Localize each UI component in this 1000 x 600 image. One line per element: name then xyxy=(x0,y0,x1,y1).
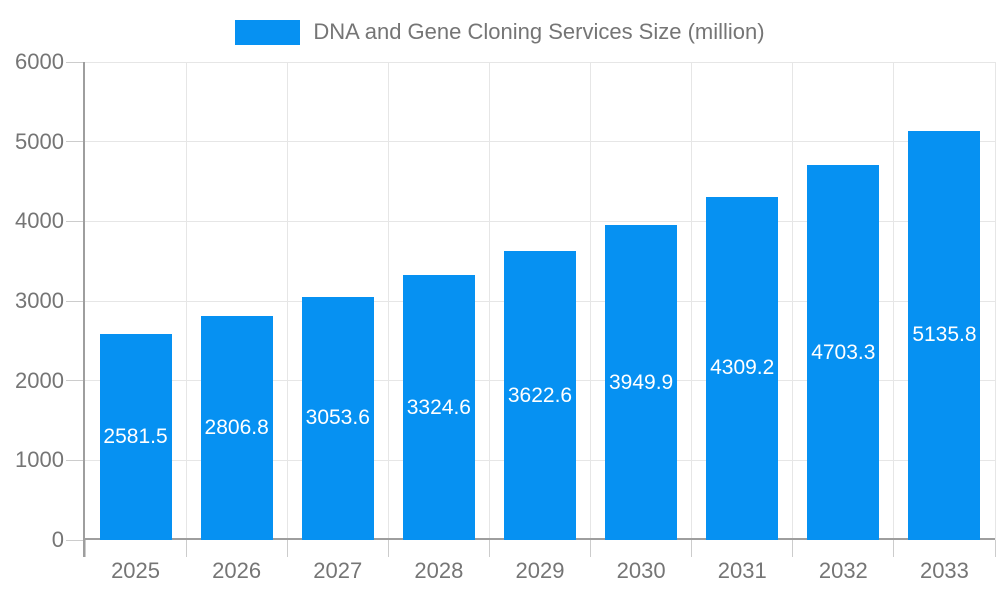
x-axis-label: 2026 xyxy=(212,558,262,583)
x-axis-tick xyxy=(84,540,86,557)
bar-value-label: 3324.6 xyxy=(406,395,471,419)
bar-2025[interactable]: 2581.5 xyxy=(99,334,172,540)
bar-2030[interactable]: 3949.9 xyxy=(605,225,678,540)
gridline-vertical xyxy=(286,62,288,540)
bar-value-label: 4703.3 xyxy=(811,340,876,364)
x-axis-label: 2033 xyxy=(919,558,969,583)
x-axis-tick xyxy=(994,540,996,557)
gridline-vertical xyxy=(185,62,187,540)
y-axis-tick xyxy=(66,539,85,541)
bar-value-label: 5135.8 xyxy=(912,323,977,347)
bar-value-label: 4309.2 xyxy=(710,356,775,380)
x-axis-label: 2032 xyxy=(818,558,868,583)
x-axis-label: 2027 xyxy=(313,558,363,583)
y-axis-tick-label: 6000 xyxy=(15,49,64,74)
gridline-vertical xyxy=(792,62,794,540)
gridline-vertical xyxy=(994,62,996,540)
y-axis-tick-label: 3000 xyxy=(15,288,64,313)
y-axis-tick xyxy=(66,380,85,382)
y-axis-tick xyxy=(66,141,85,143)
y-axis-tick xyxy=(66,300,85,302)
bar-value-label: 3622.6 xyxy=(507,383,573,407)
x-axis-tick xyxy=(590,540,592,557)
y-axis-tick-label: 5000 xyxy=(15,128,64,154)
bar-2026[interactable]: 2806.8 xyxy=(200,316,273,540)
legend-label: DNA and Gene Cloning Services Size (mill… xyxy=(313,19,765,44)
gridline-horizontal xyxy=(85,141,995,143)
gridline-horizontal xyxy=(85,61,995,63)
gridline-horizontal xyxy=(85,220,995,222)
x-axis-tick xyxy=(691,540,693,557)
gridline-vertical xyxy=(691,62,693,540)
x-axis-label: 2029 xyxy=(515,558,565,583)
x-axis-label: 2030 xyxy=(616,558,666,583)
bar-value-label: 2581.5 xyxy=(103,425,168,449)
y-axis-tick xyxy=(66,220,85,222)
x-axis-label: 2025 xyxy=(111,558,161,583)
bar-2029[interactable]: 3622.6 xyxy=(504,251,576,540)
x-axis-tick xyxy=(488,540,490,557)
x-axis-label: 2028 xyxy=(414,558,464,583)
y-axis-tick-label: 2000 xyxy=(15,367,64,393)
x-axis-label: 2031 xyxy=(717,558,767,583)
x-axis-tick xyxy=(792,540,794,557)
y-axis-line xyxy=(83,62,85,557)
bar-value-label: 3949.9 xyxy=(608,370,674,394)
x-axis-tick xyxy=(286,540,288,557)
gridline-vertical xyxy=(387,62,389,540)
y-axis-tick-label: 1000 xyxy=(15,447,64,473)
bar-2032[interactable]: 4703.3 xyxy=(807,165,880,540)
x-axis-tick xyxy=(387,540,389,557)
y-axis-tick xyxy=(66,459,85,461)
bar-value-label: 2806.8 xyxy=(204,416,269,440)
bar-value-label: 3053.6 xyxy=(305,406,370,430)
gridline-vertical xyxy=(488,62,490,540)
bar-2031[interactable]: 4309.2 xyxy=(706,196,779,540)
x-axis-tick xyxy=(185,540,187,557)
legend-color-swatch xyxy=(235,19,301,45)
gridline-vertical xyxy=(893,62,895,540)
y-axis-tick-label: 4000 xyxy=(15,208,64,234)
y-axis-tick xyxy=(66,61,85,63)
bar-2028[interactable]: 3324.6 xyxy=(402,275,475,540)
bar-2027[interactable]: 3053.6 xyxy=(301,296,374,540)
legend[interactable]: DNA and Gene Cloning Services Size (mill… xyxy=(0,19,1000,45)
x-axis-tick xyxy=(893,540,895,557)
gridline-vertical xyxy=(590,62,592,540)
y-axis-tick-label: 0 xyxy=(51,527,64,552)
bar-2033[interactable]: 5135.8 xyxy=(908,130,981,540)
